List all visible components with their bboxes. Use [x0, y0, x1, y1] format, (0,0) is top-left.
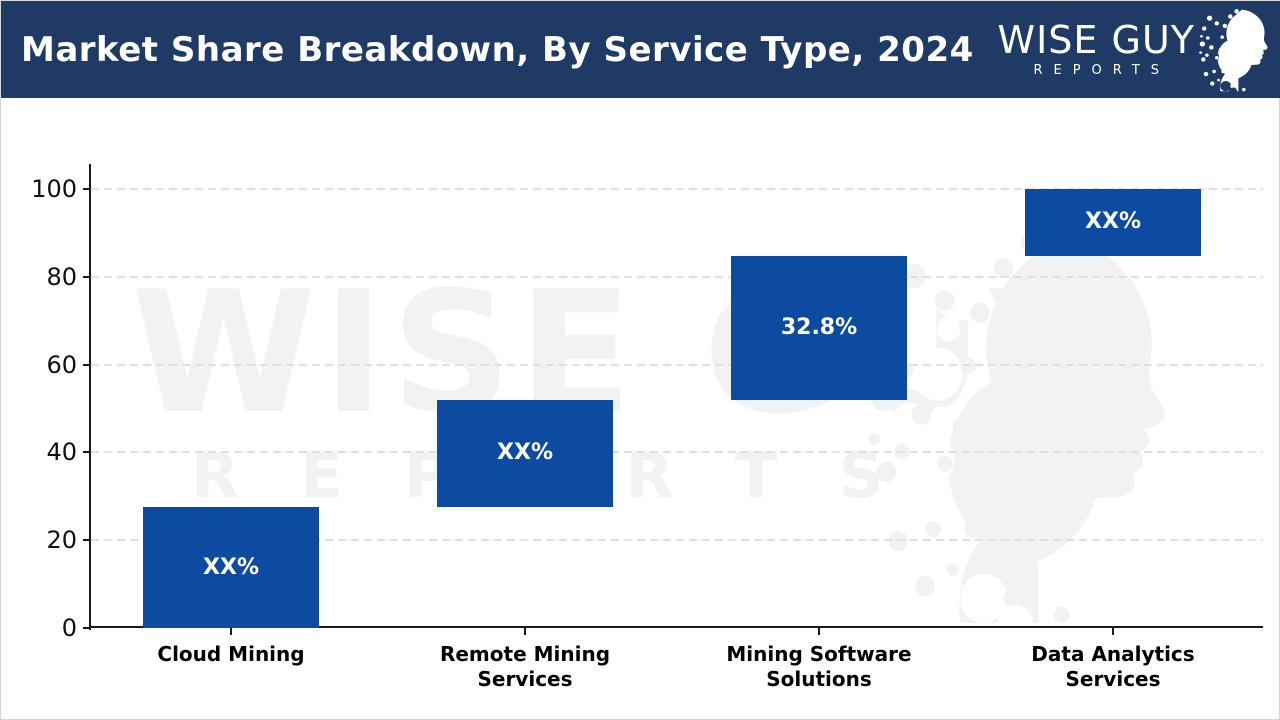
gridline-20	[91, 539, 1263, 542]
x-axis-spine	[89, 626, 1263, 628]
y-tick-label-100: 100	[31, 175, 77, 203]
logo-wiseguy-label: WISE GUY	[997, 18, 1195, 63]
y-tick-40	[83, 451, 89, 454]
x-tick-0	[230, 628, 232, 635]
chart-title: Market Share Breakdown, By Service Type,…	[21, 29, 974, 70]
x-category-label-3: Data Analytics Services	[983, 642, 1243, 692]
y-axis-spine	[89, 164, 91, 630]
bar-value-label-2: 32.8%	[780, 314, 858, 340]
gridline-60	[91, 363, 1263, 366]
gridline-40	[91, 451, 1263, 454]
bar-segment-0	[143, 507, 319, 628]
x-category-line: Services	[477, 667, 573, 691]
y-tick-label-20: 20	[46, 526, 77, 555]
bar-segment-2	[731, 255, 907, 400]
x-category-line: Data Analytics	[1031, 642, 1195, 666]
y-tick-label-40: 40	[46, 438, 77, 467]
logo-reports-label: REPORTS	[1033, 62, 1171, 78]
bar-value-label-0: XX%	[203, 554, 259, 580]
y-tick-20	[83, 539, 89, 542]
header-bar: Market Share Breakdown, By Service Type,…	[1, 1, 1280, 98]
x-tick-1	[524, 628, 526, 635]
bar-segment-3	[1025, 189, 1201, 256]
x-category-label-2: Mining Software Solutions	[689, 642, 949, 692]
x-category-line: Cloud Mining	[157, 642, 305, 666]
y-tick-0	[83, 627, 89, 629]
bar-value-label-3: XX%	[1085, 209, 1141, 235]
wise-guy-reports-logo: WISE GUY REPORTS	[998, 5, 1269, 94]
gridline-80	[91, 275, 1263, 278]
x-category-label-1: Remote Mining Services	[395, 642, 655, 692]
logo-text: WISE GUY REPORTS	[997, 18, 1195, 78]
x-category-line: Services	[1065, 667, 1161, 691]
y-tick-60	[83, 363, 89, 366]
bar-segment-1	[437, 399, 613, 508]
bar-value-label-1: XX%	[497, 440, 553, 466]
logo-dotted-head-icon	[1197, 7, 1269, 93]
y-tick-label-60: 60	[46, 350, 77, 379]
x-tick-3	[1112, 628, 1114, 635]
x-category-line: Remote Mining	[439, 642, 611, 666]
y-tick-label-80: 80	[46, 262, 77, 291]
x-category-line: Mining Software	[726, 642, 912, 666]
y-tick-label-0: 0	[61, 614, 77, 642]
y-tick-100	[83, 188, 89, 190]
y-tick-80	[83, 275, 89, 278]
gridline-100	[91, 188, 1263, 190]
x-tick-2	[818, 628, 820, 635]
x-category-line: Solutions	[766, 667, 872, 691]
x-category-label-0: Cloud Mining	[101, 642, 361, 667]
